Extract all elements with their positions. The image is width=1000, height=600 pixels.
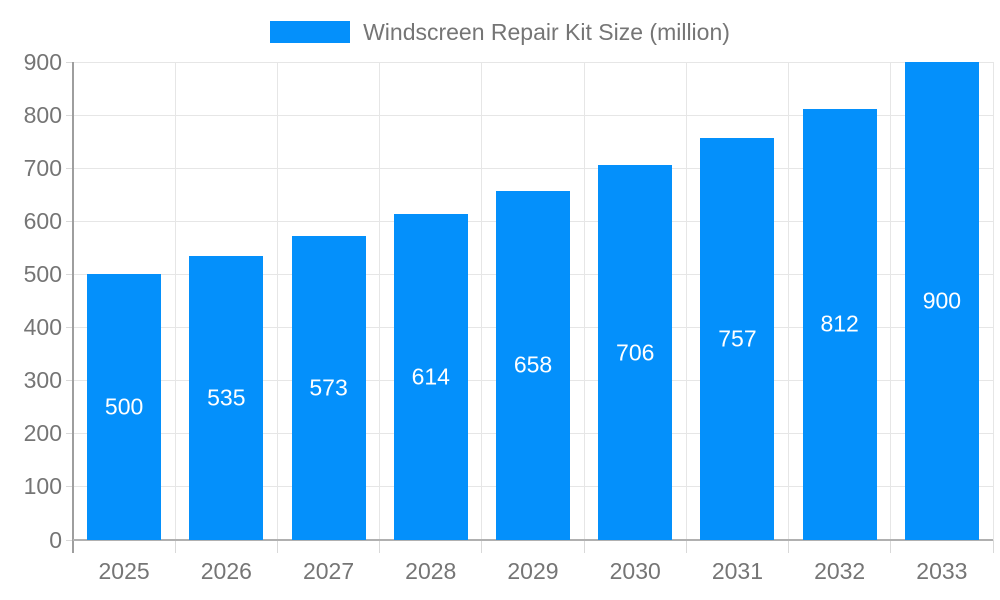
bar-2026[interactable]: 535 <box>189 255 264 540</box>
y-axis-tick <box>66 220 73 222</box>
y-axis-label: 900 <box>23 48 62 75</box>
bar-value-label: 658 <box>513 351 553 378</box>
x-axis-tick <box>788 540 790 553</box>
y-axis-tick <box>66 114 73 116</box>
x-axis-tick <box>481 540 483 553</box>
x-axis-tick <box>174 540 176 553</box>
bar-value-label: 812 <box>820 310 859 337</box>
x-axis-label: 2031 <box>711 558 764 584</box>
x-axis-tick <box>583 540 585 553</box>
x-gridline <box>379 62 381 540</box>
x-gridline <box>276 62 278 540</box>
y-gridline <box>73 61 993 63</box>
y-axis-label: 700 <box>23 154 62 181</box>
bar-2025[interactable]: 500 <box>87 274 162 540</box>
bar-2033[interactable]: 900 <box>904 62 979 540</box>
bar-value-label: 757 <box>718 325 757 352</box>
x-gridline <box>788 62 790 540</box>
x-axis-tick <box>890 540 892 553</box>
x-axis-label: 2028 <box>405 558 457 584</box>
x-axis-tick <box>685 540 687 553</box>
chart-legend[interactable]: Windscreen Repair Kit Size (million) <box>0 16 1000 48</box>
y-axis-tick <box>66 380 73 382</box>
y-gridline <box>73 167 993 169</box>
x-axis-label: 2029 <box>507 558 559 584</box>
bar-2031[interactable]: 757 <box>700 137 775 540</box>
y-axis-tick <box>66 327 73 329</box>
bar-2029[interactable]: 658 <box>496 190 570 540</box>
bar-2027[interactable]: 573 <box>291 235 366 540</box>
y-axis-label: 500 <box>23 260 62 287</box>
y-axis-tick <box>66 486 73 488</box>
x-gridline <box>890 62 892 540</box>
y-axis-line <box>72 62 74 553</box>
y-axis-label: 800 <box>23 101 62 128</box>
y-axis-tick <box>66 433 73 435</box>
x-axis-line <box>73 539 993 541</box>
y-axis-label: 0 <box>49 526 62 553</box>
y-axis-tick <box>66 273 73 275</box>
x-axis-label: 2032 <box>814 558 866 584</box>
bar-2030[interactable]: 706 <box>598 165 673 540</box>
x-gridline <box>583 62 585 540</box>
x-gridline <box>685 62 687 540</box>
bar-value-label: 535 <box>207 384 246 411</box>
bar-value-label: 706 <box>616 339 655 365</box>
y-axis-tick <box>66 539 73 541</box>
bar-value-label: 573 <box>309 374 348 401</box>
y-gridline <box>73 114 993 116</box>
x-axis-label: 2030 <box>609 558 661 584</box>
x-axis-label: 2027 <box>302 558 355 584</box>
bar-2032[interactable]: 812 <box>802 108 877 540</box>
x-axis-label: 2026 <box>200 558 252 584</box>
bar-value-label: 900 <box>922 287 962 314</box>
x-axis-label: 2025 <box>98 558 150 584</box>
y-axis-tick <box>66 61 73 63</box>
x-axis-tick <box>276 540 278 553</box>
bar-value-label: 500 <box>104 393 144 420</box>
y-axis-tick <box>66 167 73 169</box>
y-axis-label: 200 <box>23 420 62 447</box>
legend-swatch <box>270 21 351 43</box>
legend-label: Windscreen Repair Kit Size (million) <box>363 18 730 45</box>
x-axis-label: 2033 <box>916 558 968 584</box>
x-gridline <box>992 62 994 540</box>
x-gridline <box>174 62 176 540</box>
bar-2028[interactable]: 614 <box>393 213 468 540</box>
y-axis-label: 400 <box>23 314 62 341</box>
x-gridline <box>481 62 483 540</box>
x-axis-tick <box>379 540 381 553</box>
x-axis-tick <box>992 540 994 553</box>
bar-value-label: 614 <box>411 363 450 390</box>
y-axis-label: 300 <box>23 367 62 394</box>
y-axis-label: 100 <box>23 473 62 500</box>
y-axis-label: 600 <box>23 207 62 234</box>
